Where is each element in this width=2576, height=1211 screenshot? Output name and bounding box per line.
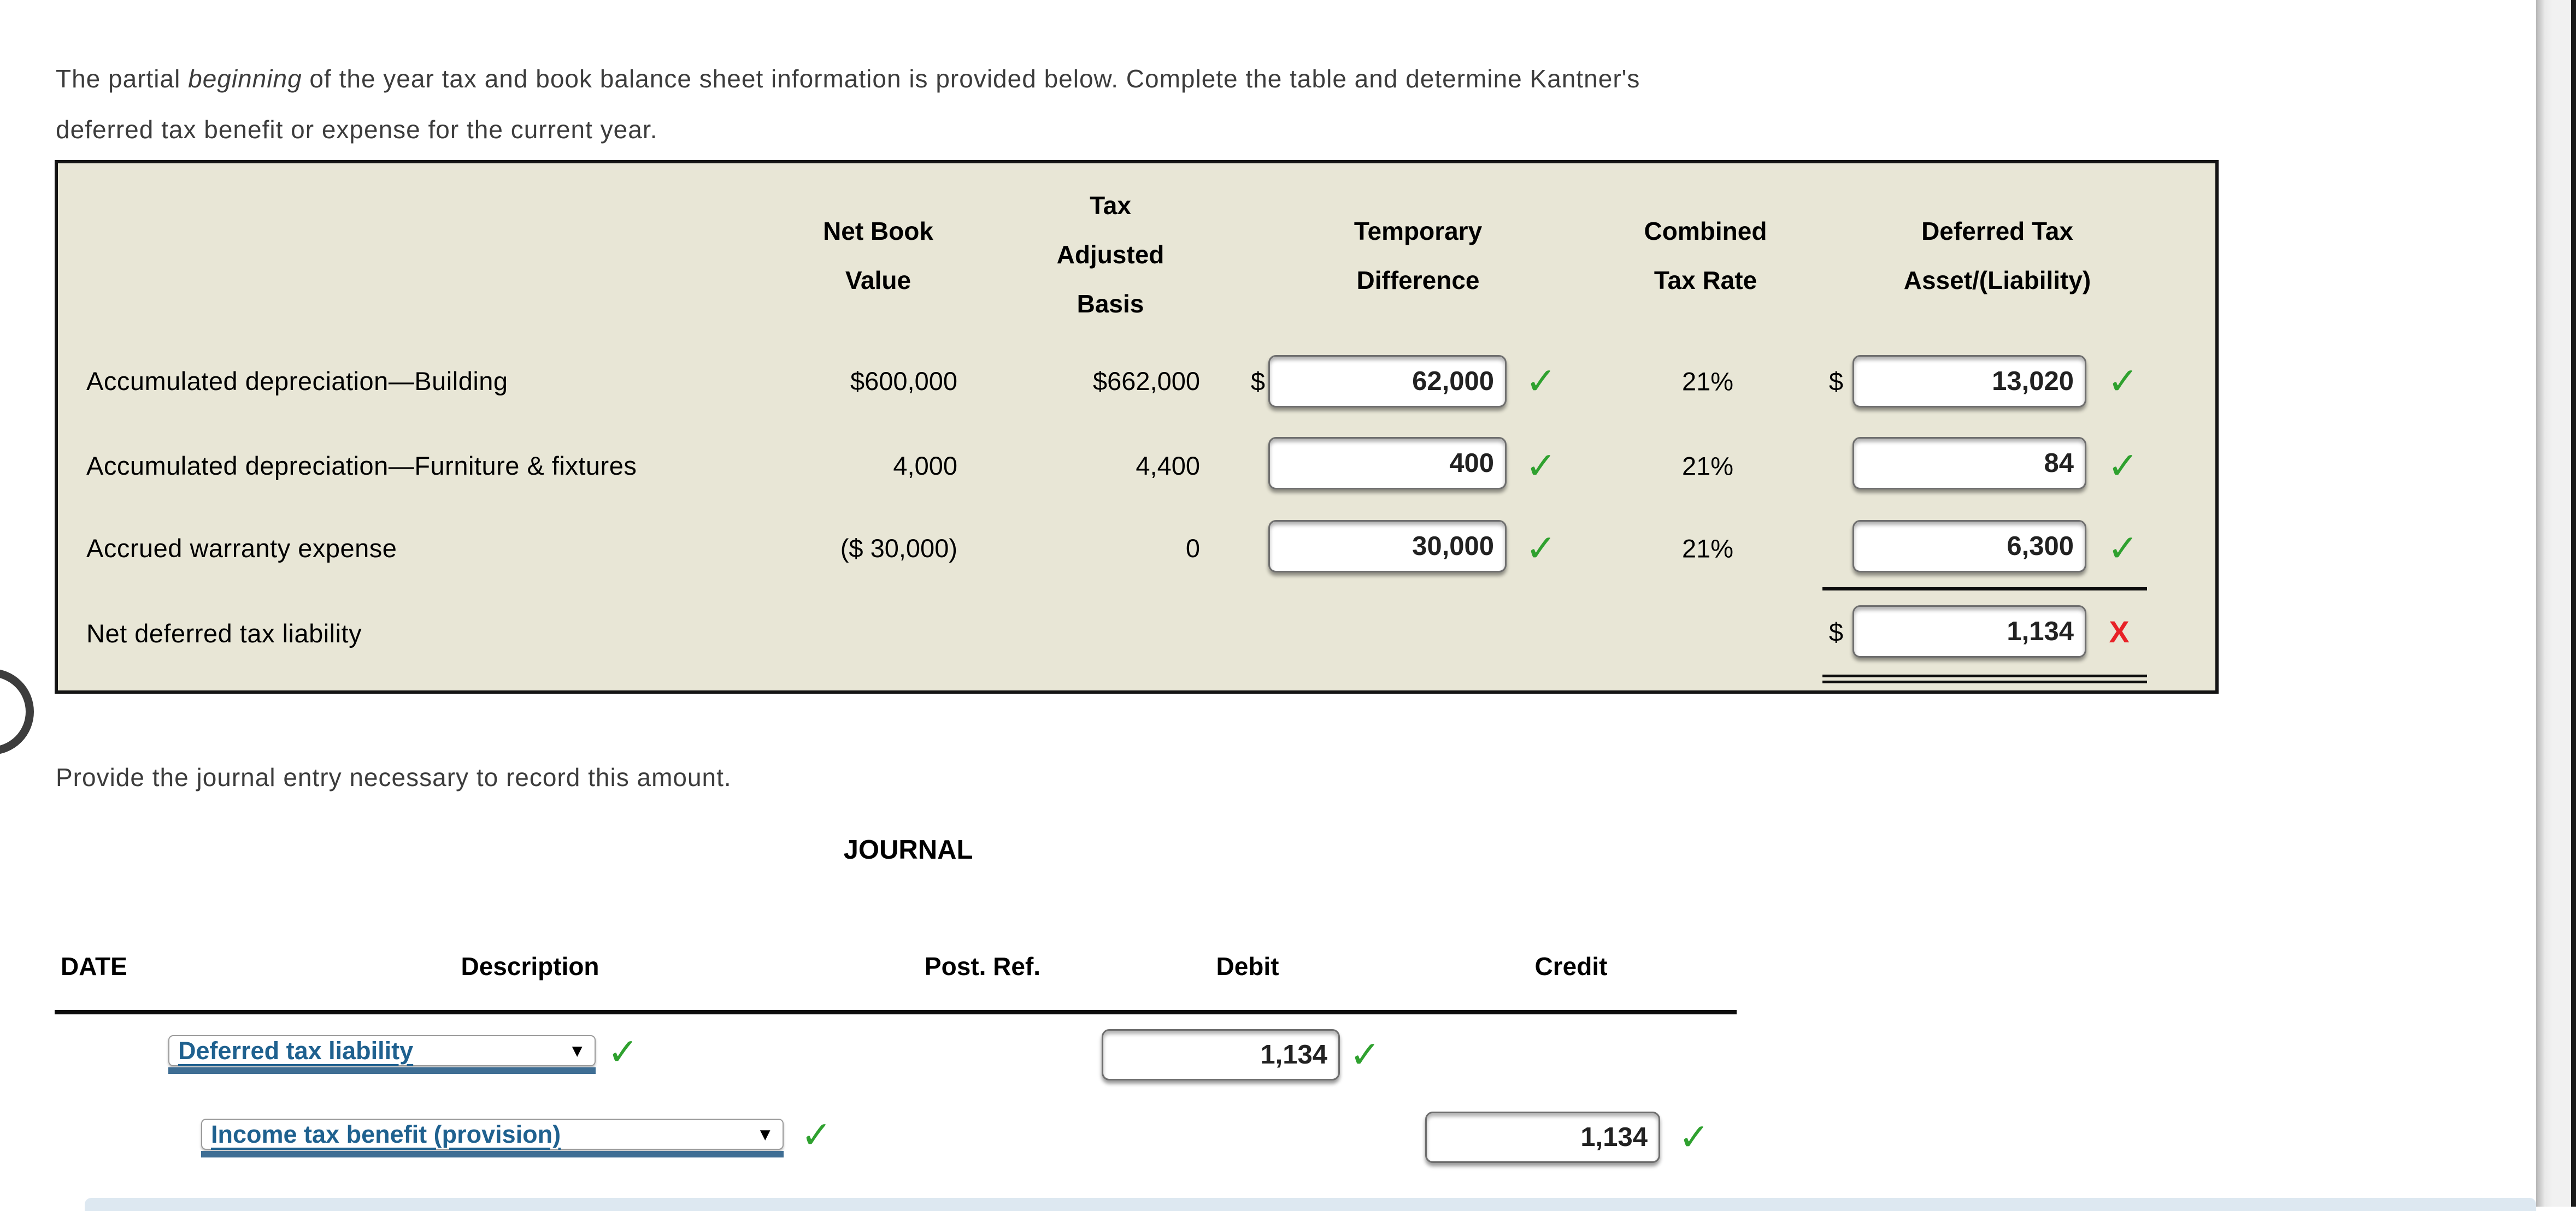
correct-check-icon: ✓	[1678, 1117, 1710, 1158]
correct-check-icon: ✓	[801, 1114, 832, 1156]
col-header-line: Adjusted	[1056, 240, 1165, 269]
col-header-net-book-value: Net Book Value	[823, 206, 933, 305]
col-header-line: Combined	[1644, 217, 1767, 245]
account-select-row-1[interactable]: Deferred tax liability ▼	[168, 1035, 596, 1066]
account-select-value: Deferred tax liability	[178, 1036, 414, 1065]
row-label: Accumulated depreciation—Building	[86, 367, 508, 395]
net-book-value-cell: 4,000	[893, 451, 957, 480]
col-header-line: Tax Rate	[1654, 266, 1757, 294]
tax-adjusted-basis-cell: $662,000	[1092, 367, 1200, 395]
col-header-tax-adjusted-basis: Tax Adjusted Basis	[1057, 181, 1165, 328]
col-header-line: Asset/(Liability)	[1903, 266, 2091, 294]
col-header-line: Temporary	[1354, 217, 1483, 245]
col-header-line: Difference	[1356, 266, 1480, 294]
tax-rate-cell: 21%	[1681, 534, 1734, 563]
select-underline-bar	[201, 1151, 784, 1157]
intro-line1-pre: The partial	[56, 64, 189, 93]
journal-header-rule	[55, 1010, 1737, 1014]
scrollbar-track[interactable]	[2536, 0, 2572, 1207]
intro-text: The partial beginning of the year tax an…	[56, 54, 1640, 155]
deferred-tax-input[interactable]: 84	[1852, 437, 2086, 489]
col-header-combined-tax-rate: Combined Tax Rate	[1644, 206, 1767, 305]
journal-header-date: DATE	[61, 952, 127, 980]
correct-check-icon: ✓	[2107, 528, 2139, 569]
total-rule-double-bottom	[1822, 681, 2147, 683]
col-header-line: Net Book	[823, 217, 933, 245]
clipped-circle-decoration	[0, 669, 34, 755]
intro-line1-italic: beginning	[188, 64, 302, 93]
correct-check-icon: ✓	[607, 1031, 639, 1073]
intro-line-2: deferred tax benefit or expense for the …	[56, 115, 658, 144]
tax-rate-cell: 21%	[1681, 367, 1734, 396]
journal-instruction: Provide the journal entry necessary to r…	[56, 763, 732, 791]
select-underline-bar	[168, 1067, 596, 1074]
chevron-down-icon: ▼	[756, 1124, 774, 1144]
dollar-sign: $	[1828, 617, 1844, 647]
incorrect-x-icon: X	[2109, 615, 2130, 649]
total-rule-double-top	[1822, 675, 2147, 677]
journal-header-description: Description	[461, 952, 599, 980]
deferred-tax-input[interactable]: 13,020	[1852, 355, 2086, 407]
col-header-line: Value	[845, 266, 911, 294]
journal-header-post-ref: Post. Ref.	[924, 952, 1041, 980]
chevron-down-icon: ▼	[568, 1041, 586, 1060]
tax-rate-cell: 21%	[1681, 451, 1734, 481]
dollar-sign: $	[1828, 367, 1844, 396]
row-label: Accumulated depreciation—Furniture & fix…	[86, 451, 637, 480]
correct-check-icon: ✓	[1525, 445, 1557, 487]
col-header-temporary-difference: Temporary Difference	[1354, 206, 1482, 305]
total-rule-single	[1822, 587, 2147, 590]
account-select-row-2[interactable]: Income tax benefit (provision) ▼	[201, 1119, 784, 1150]
correct-check-icon: ✓	[1525, 528, 1557, 569]
correct-check-icon: ✓	[1525, 361, 1557, 402]
col-header-deferred-tax: Deferred Tax Asset/(Liability)	[1904, 206, 2091, 305]
journal-header-debit: Debit	[1216, 952, 1279, 980]
tax-adjusted-basis-cell: 4,400	[1136, 451, 1200, 480]
temporary-difference-input[interactable]: 62,000	[1268, 355, 1507, 407]
net-book-value-cell: $600,000	[850, 367, 957, 395]
temporary-difference-input[interactable]: 30,000	[1268, 520, 1507, 572]
row-label: Accrued warranty expense	[86, 534, 397, 563]
deferred-tax-input[interactable]: 6,300	[1852, 520, 2086, 572]
screen-edge	[2571, 0, 2576, 1207]
tax-adjusted-basis-cell: 0	[1185, 534, 1200, 563]
account-select-value: Income tax benefit (provision)	[211, 1120, 561, 1148]
correct-check-icon: ✓	[1349, 1034, 1381, 1076]
col-header-line: Deferred Tax	[1921, 217, 2073, 245]
net-book-value-cell: ($ 30,000)	[840, 534, 957, 563]
journal-title: JOURNAL	[843, 835, 973, 865]
dollar-sign: $	[1250, 367, 1266, 396]
col-header-line: Tax	[1090, 191, 1131, 220]
deferred-tax-table: Net Book Value Tax Adjusted Basis Tempor…	[55, 160, 2219, 694]
correct-check-icon: ✓	[2107, 445, 2139, 487]
bottom-panel-edge	[85, 1198, 2536, 1211]
row-label: Net deferred tax liability	[86, 619, 362, 648]
journal-header-credit: Credit	[1534, 952, 1608, 980]
col-header-line: Basis	[1077, 290, 1144, 318]
net-deferred-tax-input[interactable]: 1,134	[1852, 605, 2086, 658]
intro-line-1: The partial beginning of the year tax an…	[56, 54, 1640, 104]
correct-check-icon: ✓	[2107, 361, 2139, 402]
credit-input-row-2[interactable]: 1,134	[1425, 1112, 1660, 1163]
intro-line1-post: of the year tax and book balance sheet i…	[302, 64, 1640, 93]
temporary-difference-input[interactable]: 400	[1268, 437, 1507, 489]
debit-input-row-1[interactable]: 1,134	[1102, 1029, 1340, 1080]
